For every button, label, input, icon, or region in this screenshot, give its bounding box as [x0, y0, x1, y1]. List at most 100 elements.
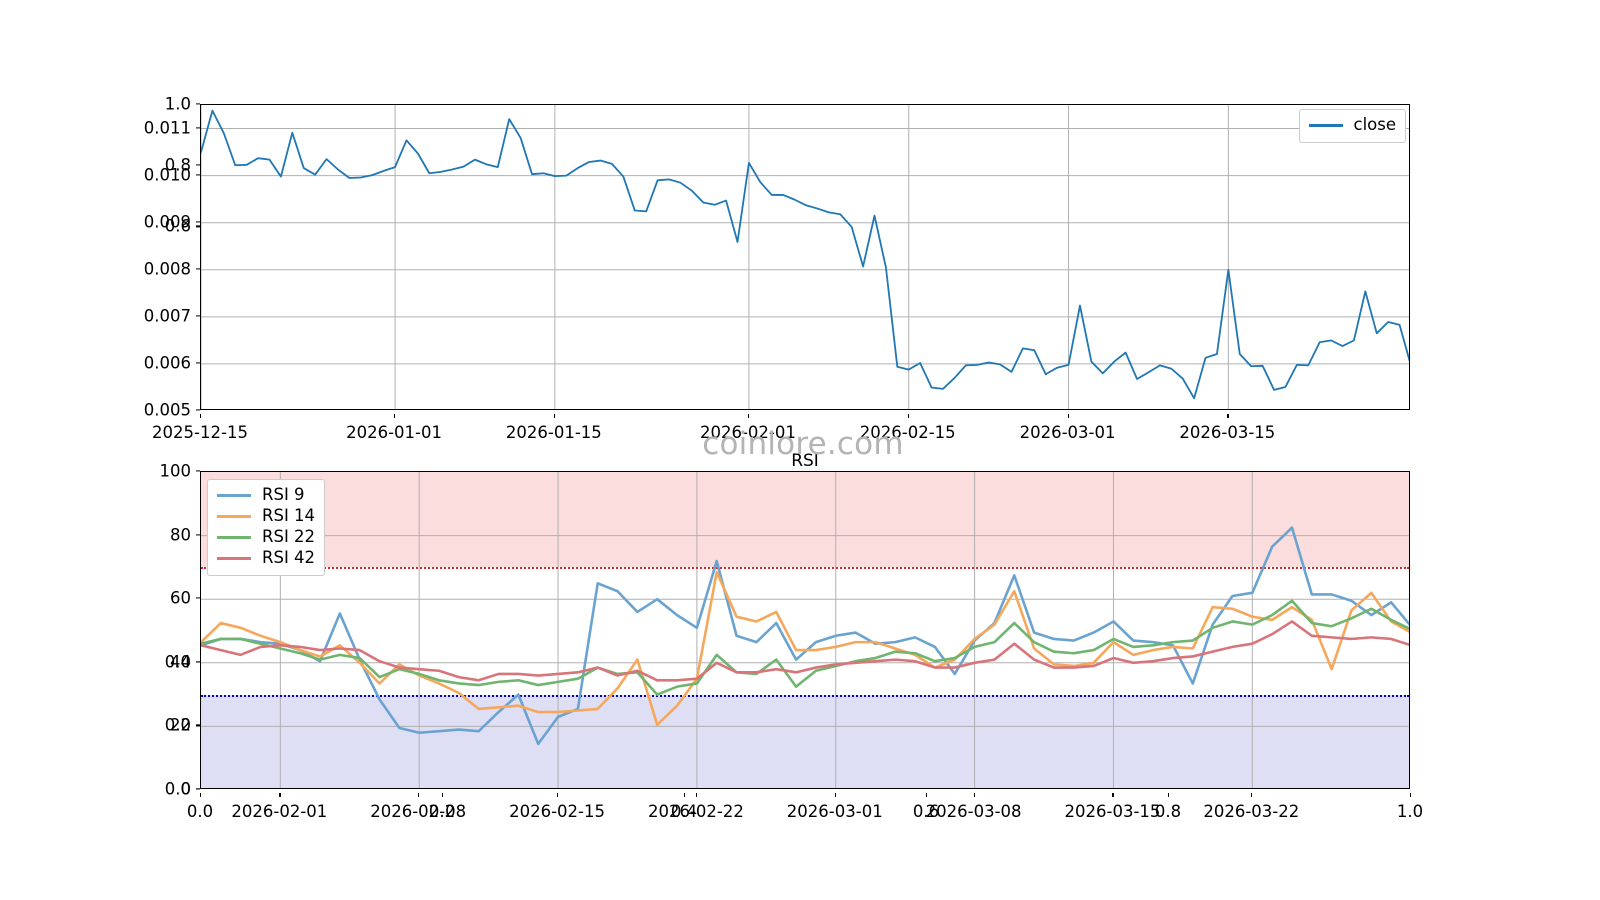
y-tick-label: 0.011	[143, 118, 191, 138]
x-tick-label: 0.6	[912, 802, 940, 821]
x-tick-mark	[200, 793, 202, 797]
y-tick-mark	[196, 788, 200, 790]
overbought-threshold-line	[201, 567, 1409, 570]
x-tick-mark	[926, 793, 928, 797]
y-tick-mark	[196, 409, 200, 411]
legend-color-swatch	[1308, 124, 1343, 127]
legend-color-swatch	[217, 515, 251, 518]
y-tick-mark	[196, 126, 200, 129]
x-tick-label: 2026-02-01	[231, 802, 328, 821]
y-tick-label: 0.8	[164, 155, 191, 175]
rsi-legend-item[interactable]: RSI 42	[217, 548, 315, 569]
x-tick-label: 2026-02-15	[509, 802, 605, 821]
x-tick-label: 2026-03-01	[786, 802, 883, 821]
x-tick-mark	[695, 793, 698, 797]
legend-color-swatch	[217, 557, 251, 560]
x-tick-mark	[1410, 793, 1412, 797]
x-tick-label: 2026-02-01	[699, 423, 796, 442]
x-tick-mark	[553, 414, 556, 418]
y-tick-label: 0.007	[143, 306, 191, 326]
x-tick-mark	[747, 414, 750, 418]
x-tick-label: 1.0	[1396, 802, 1424, 821]
price-line-series	[201, 109, 1409, 400]
oversold-threshold-line	[201, 694, 1409, 697]
y-tick-label: 0.6	[164, 216, 191, 236]
x-tick-label: 2026-02-08	[370, 802, 467, 821]
y-tick-mark	[196, 164, 200, 166]
legend-label: close	[1353, 115, 1397, 135]
x-tick-label: 0.4	[670, 802, 698, 821]
y-tick-label: 0.4	[164, 652, 191, 672]
price-legend-item[interactable]: close	[1308, 115, 1397, 136]
rsi-legend-item[interactable]: RSI 22	[217, 527, 315, 548]
legend-color-swatch	[217, 536, 251, 539]
x-tick-mark	[973, 793, 975, 797]
y-tick-label: 20	[170, 715, 191, 735]
oversold-band	[201, 694, 1409, 788]
x-tick-label: 2026-01-01	[346, 423, 442, 442]
x-tick-label: 2026-01-15	[505, 423, 602, 442]
x-tick-label: 0.2	[428, 802, 456, 821]
rsi-legend-item[interactable]: RSI 14	[217, 506, 315, 527]
x-tick-mark	[1227, 414, 1229, 418]
x-tick-label: 2026-03-15	[1179, 423, 1276, 442]
x-tick-label: 2026-02-22	[647, 802, 744, 821]
x-tick-mark	[907, 414, 909, 418]
x-tick-mark	[1112, 793, 1114, 797]
x-tick-label: 2026-03-15	[1064, 802, 1161, 821]
y-tick-mark	[196, 362, 200, 364]
y-tick-mark	[196, 534, 200, 536]
y-tick-label: 0.010	[143, 165, 191, 185]
rsi-line-series	[201, 526, 1409, 746]
rsi-chart-panel: 0 20 40 60 80 100 0.0 0.2 0.4 2026-02-01 2026-02…	[160, 462, 1424, 822]
rsi-panel-title: RSI	[791, 451, 819, 471]
x-tick-label: 2025-12-15	[152, 423, 248, 442]
rsi-legend[interactable]: RSI 9 RSI 14 RSI 22 RSI 42	[207, 479, 326, 576]
y-tick-label: 0.008	[143, 259, 191, 279]
y-tick-mark	[196, 103, 200, 105]
x-tick-label: 0.0	[186, 802, 214, 821]
y-tick-label: 40	[170, 652, 191, 672]
legend-color-swatch	[217, 494, 251, 497]
y-tick-mark	[196, 225, 200, 227]
x-tick-mark	[834, 793, 836, 797]
x-tick-mark	[557, 793, 559, 797]
price-legend[interactable]: close	[1298, 109, 1406, 143]
x-tick-mark	[200, 414, 202, 418]
overbought-band	[201, 472, 1409, 568]
y-tick-label: 0.0	[164, 779, 191, 799]
y-tick-mark	[196, 315, 200, 317]
y-tick-label: 80	[170, 525, 191, 545]
x-tick-mark	[442, 793, 444, 797]
x-tick-mark	[418, 793, 420, 797]
price-plot-area	[200, 104, 1410, 410]
legend-label: RSI 22	[262, 527, 316, 547]
y-tick-label: 0.009	[143, 212, 191, 232]
x-tick-label: 2026-03-08	[925, 802, 1022, 821]
x-tick-mark	[1168, 793, 1170, 797]
legend-label: RSI 9	[262, 485, 305, 505]
y-tick-label: 0.005	[143, 400, 191, 420]
rsi-legend-item[interactable]: RSI 9	[217, 485, 315, 506]
y-tick-label: 60	[170, 588, 191, 608]
x-tick-mark	[1251, 793, 1253, 797]
y-tick-mark	[196, 174, 200, 176]
y-tick-mark	[196, 724, 200, 726]
y-tick-mark	[196, 221, 200, 223]
rsi-plot-area	[200, 471, 1410, 789]
legend-label: RSI 42	[262, 548, 316, 568]
x-tick-mark	[1067, 414, 1069, 418]
price-gridlines	[201, 105, 1409, 409]
y-tick-mark	[196, 661, 200, 663]
x-tick-label: 2026-02-15	[859, 423, 956, 442]
legend-label: RSI 14	[262, 506, 316, 526]
y-tick-label: 0.006	[143, 353, 191, 373]
x-tick-mark	[684, 793, 686, 797]
x-tick-label: 0.8	[1154, 802, 1182, 821]
x-tick-label: 2026-03-22	[1203, 802, 1300, 821]
price-chart-panel: 0.005 0.006 0.007 0.008 0.009 0.010 0.011 0.6 0…	[144, 95, 1410, 442]
y-tick-label: 0	[180, 779, 192, 799]
y-tick-label: 100	[159, 461, 192, 481]
y-tick-mark	[196, 268, 200, 270]
